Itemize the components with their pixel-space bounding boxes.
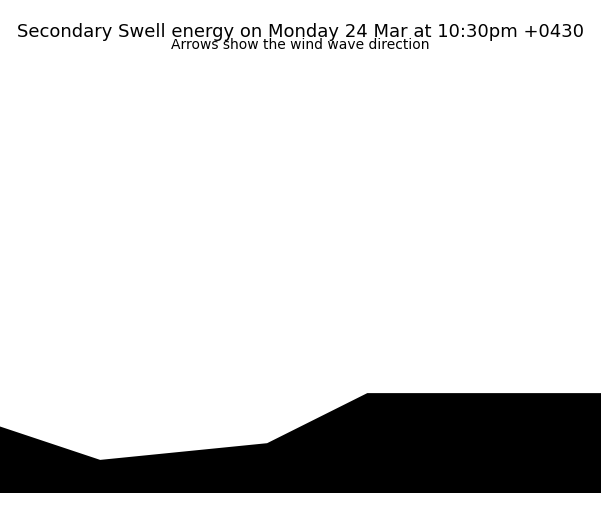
Polygon shape: [0, 393, 601, 493]
Text: Arrows show the wind wave direction: Arrows show the wind wave direction: [171, 38, 430, 52]
Text: Secondary Swell energy on Monday 24 Mar at 10:30pm +0430: Secondary Swell energy on Monday 24 Mar …: [17, 23, 584, 41]
